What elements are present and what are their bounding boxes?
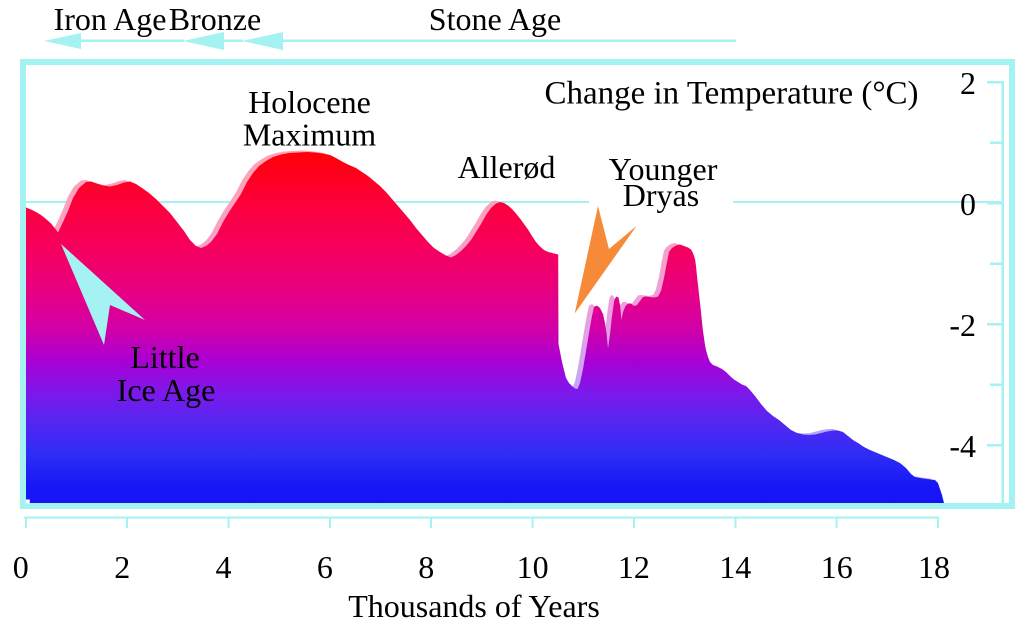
svg-text:Bronze: Bronze bbox=[169, 1, 261, 37]
svg-text:12: 12 bbox=[618, 549, 650, 585]
svg-text:Iron Age: Iron Age bbox=[54, 1, 167, 37]
svg-text:Holocene: Holocene bbox=[248, 84, 371, 120]
svg-text:2: 2 bbox=[114, 549, 130, 585]
svg-text:Thousands of Years: Thousands of Years bbox=[348, 588, 600, 624]
svg-text:0: 0 bbox=[13, 549, 29, 585]
svg-text:Younger: Younger bbox=[609, 151, 718, 187]
svg-text:4: 4 bbox=[216, 549, 232, 585]
svg-text:8: 8 bbox=[418, 549, 434, 585]
svg-text:0: 0 bbox=[960, 186, 976, 222]
svg-text:18: 18 bbox=[918, 549, 950, 585]
svg-text:Stone Age: Stone Age bbox=[429, 1, 561, 37]
svg-text:6: 6 bbox=[317, 549, 333, 585]
svg-text:Dryas: Dryas bbox=[623, 177, 699, 213]
svg-text:Ice Age: Ice Age bbox=[117, 372, 216, 408]
svg-text:16: 16 bbox=[821, 549, 853, 585]
svg-text:Change in Temperature (°C): Change in Temperature (°C) bbox=[544, 76, 918, 112]
svg-text:Allerød: Allerød bbox=[458, 149, 556, 185]
svg-text:Little: Little bbox=[130, 339, 199, 375]
svg-text:-4: -4 bbox=[949, 428, 976, 464]
svg-text:2: 2 bbox=[960, 65, 976, 101]
svg-text:Maximum: Maximum bbox=[243, 117, 376, 153]
svg-text:-2: -2 bbox=[949, 307, 976, 343]
svg-text:14: 14 bbox=[719, 549, 751, 585]
svg-text:10: 10 bbox=[517, 549, 549, 585]
